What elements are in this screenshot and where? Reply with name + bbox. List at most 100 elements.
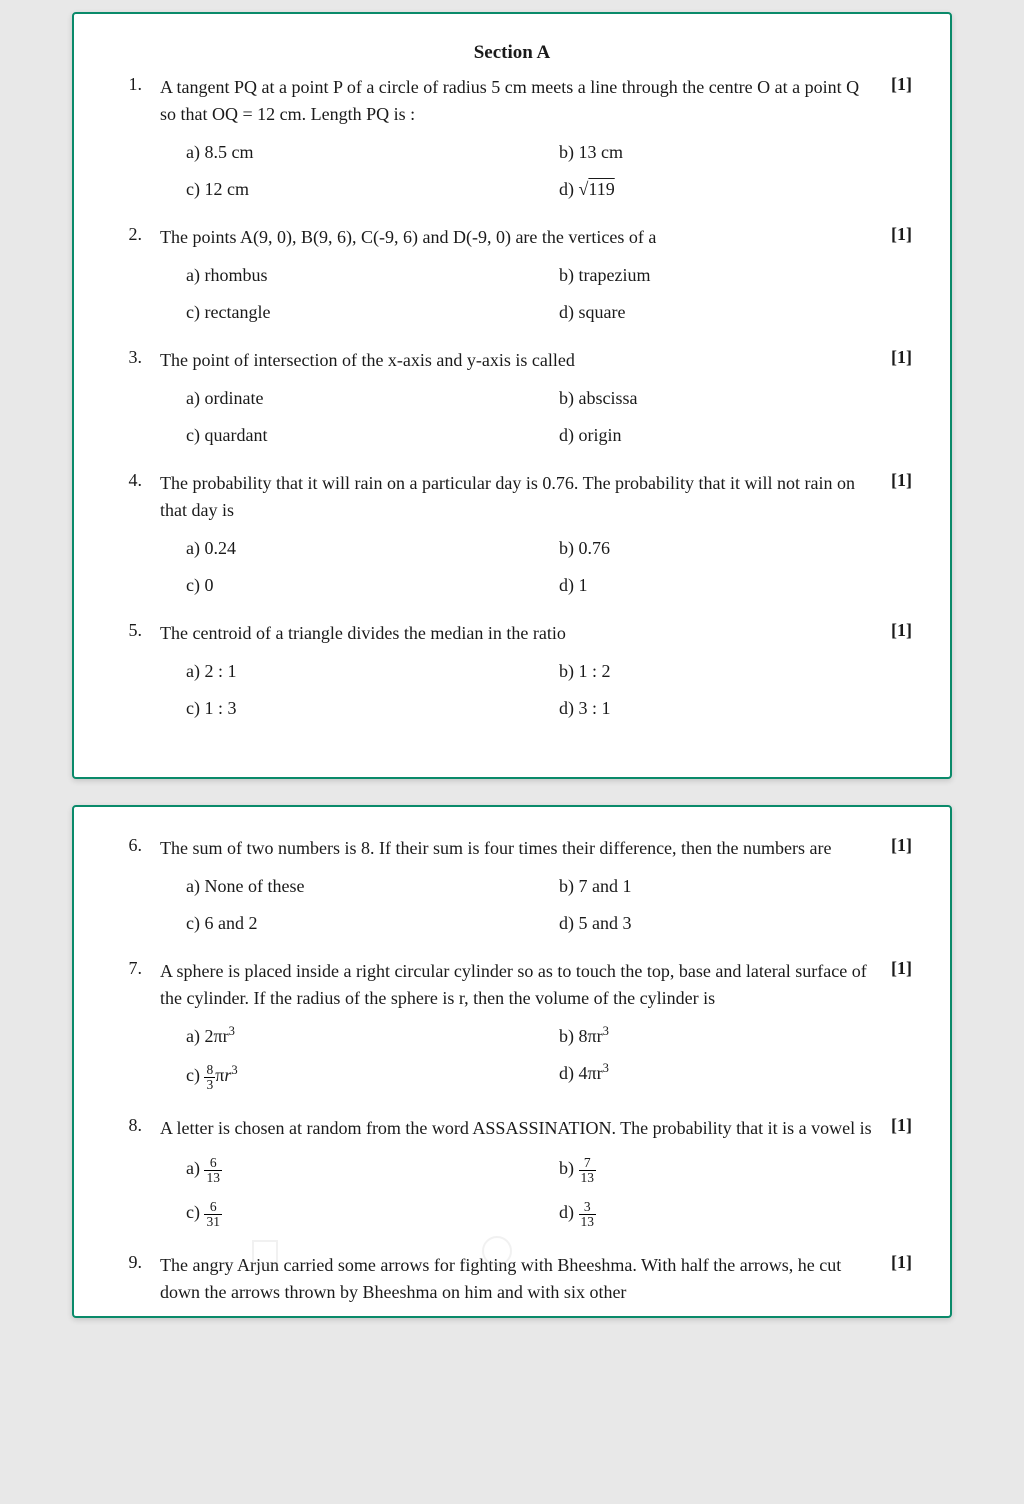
q8-body: A letter is chosen at random from the wo… — [160, 1115, 912, 1246]
q2-row: The points A(9, 0), B(9, 6), C(-9, 6) an… — [160, 224, 912, 251]
q7b-pi: π — [588, 1026, 597, 1046]
q1-option-d-prefix: d) — [559, 179, 579, 199]
q7-marks: [1] — [882, 958, 912, 979]
q5-option-d: d) 3 : 1 — [559, 698, 912, 719]
q8-option-b: b) 713 — [559, 1156, 912, 1184]
q6-number: 6. — [112, 835, 142, 952]
q7c-exp: 3 — [231, 1063, 237, 1077]
q8a-prefix: a) — [186, 1158, 204, 1178]
q9-number: 9. — [112, 1252, 142, 1306]
q6-option-d: d) 5 and 3 — [559, 913, 912, 934]
q7d-coef: 4 — [579, 1063, 588, 1083]
q2-option-c: c) rectangle — [186, 302, 539, 323]
q4-options: a) 0.24 b) 0.76 c) 0 d) 1 — [186, 538, 912, 596]
q7c-frac-num: 8 — [204, 1063, 215, 1078]
q6-options: a) None of these b) 7 and 1 c) 6 and 2 d… — [186, 876, 912, 934]
q3-number: 3. — [112, 347, 142, 464]
question-6: 6. The sum of two numbers is 8. If their… — [112, 835, 912, 952]
q6-marks: [1] — [882, 835, 912, 856]
question-7: 7. A sphere is placed inside a right cir… — [112, 958, 912, 1109]
q7-option-c: c) 83πr3 — [186, 1063, 539, 1091]
q8a-num: 6 — [204, 1156, 222, 1171]
q1-option-b: b) 13 cm — [559, 142, 912, 163]
watermark-square-icon — [252, 1240, 278, 1266]
q8d-den: 13 — [579, 1215, 597, 1229]
q2-option-b: b) trapezium — [559, 265, 912, 286]
q8-option-d: d) 313 — [559, 1200, 912, 1228]
q5-option-a: a) 2 : 1 — [186, 661, 539, 682]
q1-row: A tangent PQ at a point P of a circle of… — [160, 74, 912, 128]
q8b-frac: 713 — [579, 1156, 597, 1184]
q1-option-a: a) 8.5 cm — [186, 142, 539, 163]
q8b-num: 7 — [579, 1156, 597, 1171]
q4-text: The probability that it will rain on a p… — [160, 470, 872, 524]
q9-marks: [1] — [882, 1252, 912, 1273]
q2-text: The points A(9, 0), B(9, 6), C(-9, 6) an… — [160, 224, 872, 251]
q8b-prefix: b) — [559, 1158, 579, 1178]
q3-option-a: a) ordinate — [186, 388, 539, 409]
q4-row: The probability that it will rain on a p… — [160, 470, 912, 524]
q7a-prefix: a) — [186, 1026, 204, 1046]
q8-options: a) 613 b) 713 c) 631 d) 313 — [186, 1156, 912, 1228]
q3-option-d: d) origin — [559, 425, 912, 446]
q6-option-c: c) 6 and 2 — [186, 913, 539, 934]
q7d-prefix: d) — [559, 1063, 579, 1083]
q5-text: The centroid of a triangle divides the m… — [160, 620, 872, 647]
page-card-1: Section A 1. A tangent PQ at a point P o… — [72, 12, 952, 779]
q4-marks: [1] — [882, 470, 912, 491]
q1-number: 1. — [112, 74, 142, 218]
q8c-num: 6 — [204, 1200, 222, 1215]
q7c-frac-den: 3 — [204, 1078, 215, 1092]
q2-option-d: d) square — [559, 302, 912, 323]
page-wrap: Section A 1. A tangent PQ at a point P o… — [72, 12, 952, 1318]
q4-option-c: c) 0 — [186, 575, 539, 596]
q7a-pi: π — [213, 1026, 222, 1046]
q8-marks: [1] — [882, 1115, 912, 1136]
q7-text: A sphere is placed inside a right circul… — [160, 958, 872, 1012]
q7b-exp: 3 — [603, 1024, 609, 1038]
q4-option-b: b) 0.76 — [559, 538, 912, 559]
q8d-prefix: d) — [559, 1202, 579, 1222]
q2-option-a: a) rhombus — [186, 265, 539, 286]
q7-option-b: b) 8πr3 — [559, 1026, 912, 1047]
q8c-prefix: c) — [186, 1202, 204, 1222]
q8c-den: 31 — [204, 1215, 222, 1229]
q5-option-c: c) 1 : 3 — [186, 698, 539, 719]
q6-option-a: a) None of these — [186, 876, 539, 897]
q6-text: The sum of two numbers is 8. If their su… — [160, 835, 872, 862]
q8-number: 8. — [112, 1115, 142, 1246]
q5-number: 5. — [112, 620, 142, 737]
q1-option-c: c) 12 cm — [186, 179, 539, 200]
q7-number: 7. — [112, 958, 142, 1109]
q3-row: The point of intersection of the x-axis … — [160, 347, 912, 374]
q8a-frac: 613 — [204, 1156, 222, 1184]
q3-option-c: c) quardant — [186, 425, 539, 446]
q8a-den: 13 — [204, 1171, 222, 1185]
q6-body: The sum of two numbers is 8. If their su… — [160, 835, 912, 952]
q8-row: A letter is chosen at random from the wo… — [160, 1115, 912, 1142]
question-8: 8. A letter is chosen at random from the… — [112, 1115, 912, 1246]
q7-options: a) 2πr3 b) 8πr3 c) 83πr3 d) 4πr3 — [186, 1026, 912, 1091]
q8c-frac: 631 — [204, 1200, 222, 1228]
q7c-pi: π — [215, 1065, 224, 1085]
q1-text: A tangent PQ at a point P of a circle of… — [160, 74, 872, 128]
q3-marks: [1] — [882, 347, 912, 368]
q8d-frac: 313 — [579, 1200, 597, 1228]
q5-body: The centroid of a triangle divides the m… — [160, 620, 912, 737]
q3-options: a) ordinate b) abscissa c) quardant d) o… — [186, 388, 912, 446]
q5-marks: [1] — [882, 620, 912, 641]
q3-text: The point of intersection of the x-axis … — [160, 347, 872, 374]
q7-option-d: d) 4πr3 — [559, 1063, 912, 1091]
q7c-prefix: c) — [186, 1065, 204, 1085]
q2-body: The points A(9, 0), B(9, 6), C(-9, 6) an… — [160, 224, 912, 341]
q3-body: The point of intersection of the x-axis … — [160, 347, 912, 464]
q1-marks: [1] — [882, 74, 912, 95]
section-title: Section A — [112, 42, 912, 64]
q7-option-a: a) 2πr3 — [186, 1026, 539, 1047]
q1-options: a) 8.5 cm b) 13 cm c) 12 cm d) √119 — [186, 142, 912, 200]
question-1: 1. A tangent PQ at a point P of a circle… — [112, 74, 912, 218]
q7d-pi: π — [588, 1063, 597, 1083]
q1-body: A tangent PQ at a point P of a circle of… — [160, 74, 912, 218]
question-2: 2. The points A(9, 0), B(9, 6), C(-9, 6)… — [112, 224, 912, 341]
q8d-num: 3 — [579, 1200, 597, 1215]
